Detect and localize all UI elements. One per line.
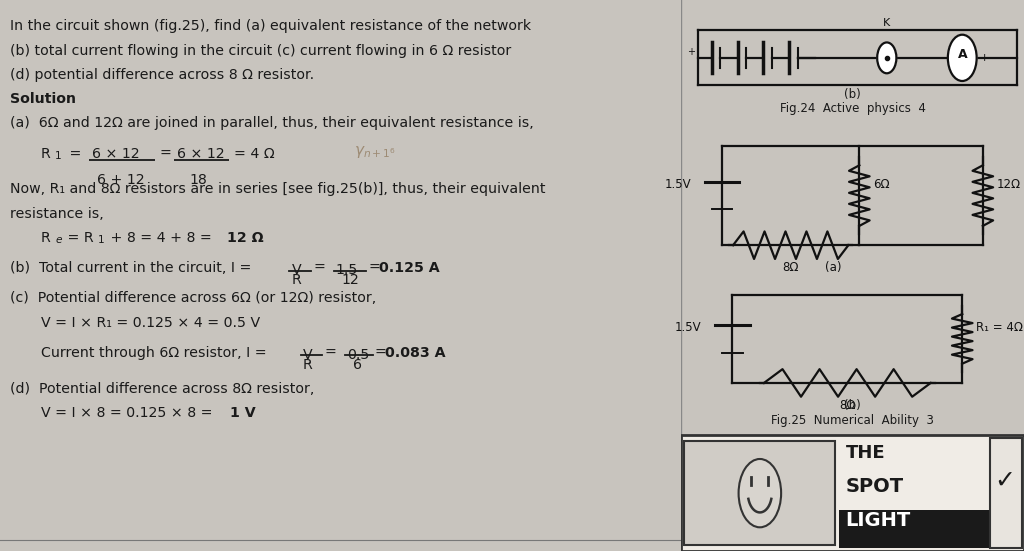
Text: 8Ω: 8Ω <box>839 399 856 413</box>
Text: (c)  Potential difference across 6Ω (or 12Ω) resistor,: (c) Potential difference across 6Ω (or 1… <box>10 291 377 305</box>
Text: 0.125 A: 0.125 A <box>379 261 439 275</box>
Text: 6 + 12: 6 + 12 <box>97 173 145 187</box>
Text: (d) potential difference across 8 Ω resistor.: (d) potential difference across 8 Ω resi… <box>10 68 314 82</box>
Circle shape <box>878 42 896 73</box>
Text: +: + <box>980 53 989 63</box>
Text: –: – <box>937 51 943 64</box>
Text: 8Ω: 8Ω <box>782 261 799 274</box>
Text: resistance is,: resistance is, <box>10 207 104 220</box>
Text: 12 Ω: 12 Ω <box>227 231 264 245</box>
Text: R: R <box>303 358 312 371</box>
Text: ✓: ✓ <box>994 468 1016 493</box>
Text: R₁ = 4Ω: R₁ = 4Ω <box>976 321 1023 334</box>
Text: K: K <box>883 18 891 28</box>
Text: In the circuit shown (fig.25), find (a) equivalent resistance of the network: In the circuit shown (fig.25), find (a) … <box>10 19 531 33</box>
Text: 6Ω: 6Ω <box>873 178 890 191</box>
Text: +: + <box>687 47 694 57</box>
Text: (d)  Potential difference across 8Ω resistor,: (d) Potential difference across 8Ω resis… <box>10 382 314 396</box>
Text: 1.5V: 1.5V <box>675 321 701 334</box>
Text: R: R <box>292 273 301 287</box>
Circle shape <box>948 35 977 81</box>
Text: 1: 1 <box>98 235 104 245</box>
Text: = 4 Ω: = 4 Ω <box>234 147 274 160</box>
Text: =: = <box>369 261 380 275</box>
Text: 1: 1 <box>55 151 61 161</box>
Text: 0.083 A: 0.083 A <box>385 346 445 360</box>
Text: 18: 18 <box>189 173 207 187</box>
Text: + 8 = 4 + 8 =: + 8 = 4 + 8 = <box>105 231 216 245</box>
Text: Fig.25  Numerical  Ability  3: Fig.25 Numerical Ability 3 <box>771 414 934 428</box>
Text: (b) total current flowing in the circuit (c) current flowing in 6 Ω resistor: (b) total current flowing in the circuit… <box>10 44 511 57</box>
FancyBboxPatch shape <box>681 435 1024 551</box>
Text: e: e <box>55 235 61 245</box>
Text: =: = <box>65 147 81 160</box>
Text: =: = <box>325 346 337 360</box>
Text: A: A <box>957 48 967 61</box>
FancyBboxPatch shape <box>684 441 836 545</box>
Text: 12Ω: 12Ω <box>996 178 1021 191</box>
Text: 1 V: 1 V <box>230 406 256 420</box>
Text: = R: = R <box>62 231 93 245</box>
Circle shape <box>738 459 781 527</box>
Text: SPOT: SPOT <box>846 477 904 495</box>
FancyBboxPatch shape <box>839 510 989 548</box>
Text: R: R <box>41 147 50 160</box>
Text: (b)  Total current in the circuit, I =: (b) Total current in the circuit, I = <box>10 261 256 275</box>
Text: V: V <box>303 348 312 361</box>
Text: (a)  6Ω and 12Ω are joined in parallel, thus, their equivalent resistance is,: (a) 6Ω and 12Ω are joined in parallel, t… <box>10 116 534 130</box>
Text: =: = <box>375 346 386 360</box>
Text: Fig.24  Active  physics  4: Fig.24 Active physics 4 <box>779 102 926 115</box>
Text: 1.5V: 1.5V <box>665 178 691 191</box>
Text: V = I × 8 = 0.125 × 8 =: V = I × 8 = 0.125 × 8 = <box>41 406 217 420</box>
Text: $\gamma_{n+1^6}$: $\gamma_{n+1^6}$ <box>354 144 396 160</box>
Text: (b): (b) <box>844 88 861 101</box>
Text: Current through 6Ω resistor, I =: Current through 6Ω resistor, I = <box>41 346 266 360</box>
Text: =: = <box>313 261 325 275</box>
Text: LIGHT: LIGHT <box>846 511 911 530</box>
Text: 6 × 12: 6 × 12 <box>92 147 139 160</box>
Text: V = I × R₁ = 0.125 × 4 = 0.5 V: V = I × R₁ = 0.125 × 4 = 0.5 V <box>41 316 260 329</box>
FancyBboxPatch shape <box>989 438 1022 548</box>
Text: 6: 6 <box>352 358 361 371</box>
Text: Now, R₁ and 8Ω resistors are in series [see fig.25(b)], thus, their equivalent: Now, R₁ and 8Ω resistors are in series [… <box>10 182 546 196</box>
Text: 1.5: 1.5 <box>336 263 358 277</box>
Text: 0.5: 0.5 <box>347 348 370 361</box>
Text: =: = <box>160 147 171 160</box>
Text: V: V <box>292 263 301 277</box>
Text: (a): (a) <box>825 261 842 274</box>
Text: 6 × 12: 6 × 12 <box>177 147 224 160</box>
Text: R: R <box>41 231 50 245</box>
Text: (b): (b) <box>844 399 861 413</box>
Text: THE: THE <box>846 444 885 462</box>
Text: 12: 12 <box>341 273 358 287</box>
Text: Solution: Solution <box>10 92 76 106</box>
